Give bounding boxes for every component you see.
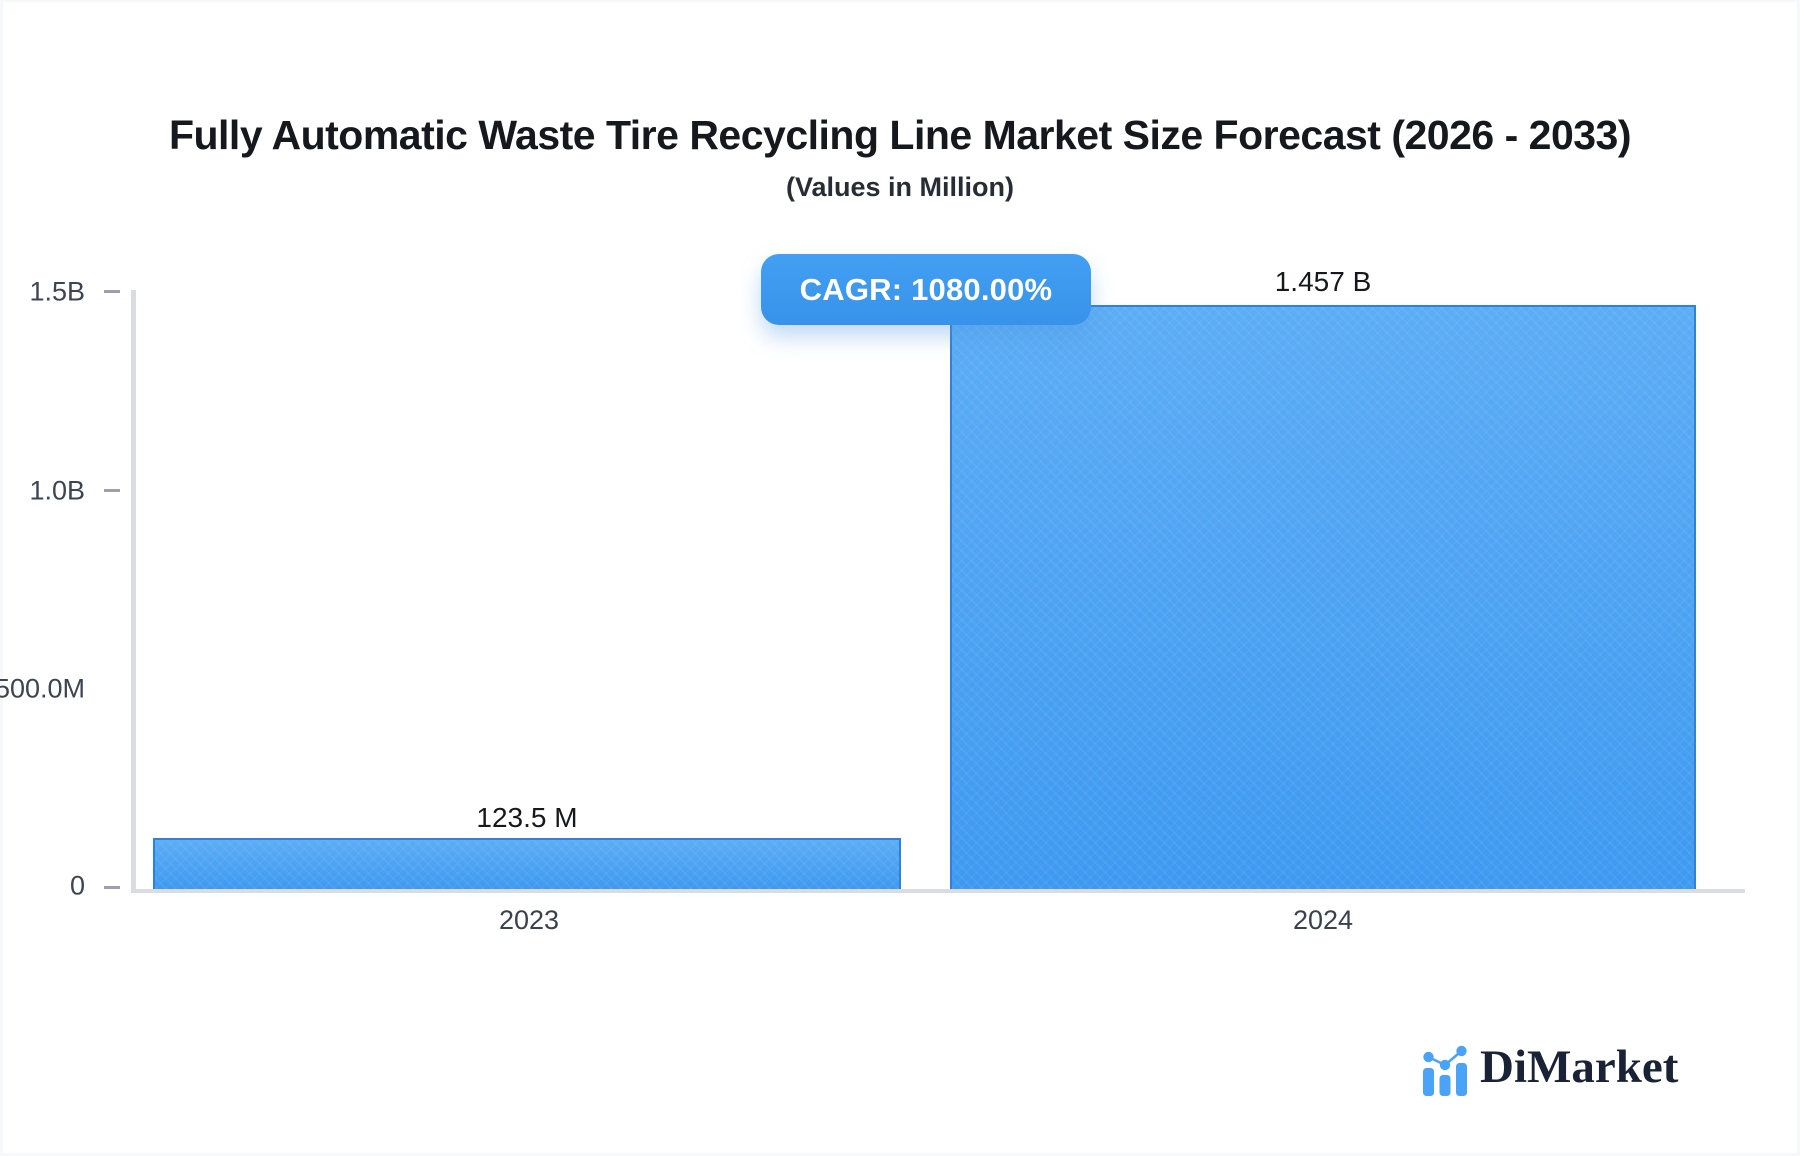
bar-value-label-2023: 123.5 M xyxy=(476,802,578,833)
y-tick-mark-1-5b xyxy=(104,290,120,293)
chart-subtitle: (Values in Million) xyxy=(785,172,1015,202)
bar-chart-trend-icon xyxy=(1423,1045,1467,1096)
dimarket-logo: DiMarket xyxy=(1421,1042,1678,1096)
y-axis-label-1-5b: 1.5B xyxy=(29,276,85,307)
y-axis-line xyxy=(131,290,136,893)
bar-2023[interactable] xyxy=(153,838,901,889)
x-axis-label-2024: 2024 xyxy=(1292,905,1354,935)
dimarket-logo-text: DiMarket xyxy=(1480,1040,1679,1093)
bar-value-label-2024: 1.457 B xyxy=(1274,266,1372,297)
x-axis-label-2023: 2023 xyxy=(498,905,560,935)
bar-2024[interactable] xyxy=(950,305,1696,889)
x-axis-line xyxy=(131,889,1745,893)
y-axis-label-0: 0 xyxy=(69,870,85,901)
y-tick-mark-1-0b xyxy=(104,489,120,492)
cagr-badge-label: CAGR: 1080.00% xyxy=(799,271,1053,307)
y-axis-label-1-0b: 1.0B xyxy=(29,475,85,506)
chart-title: Fully Automatic Waste Tire Recycling Lin… xyxy=(168,112,1632,158)
y-tick-mark-0 xyxy=(104,886,120,889)
y-axis-label-500m: 500.0M xyxy=(0,673,85,704)
cagr-badge: CAGR: 1080.00% xyxy=(761,254,1091,325)
